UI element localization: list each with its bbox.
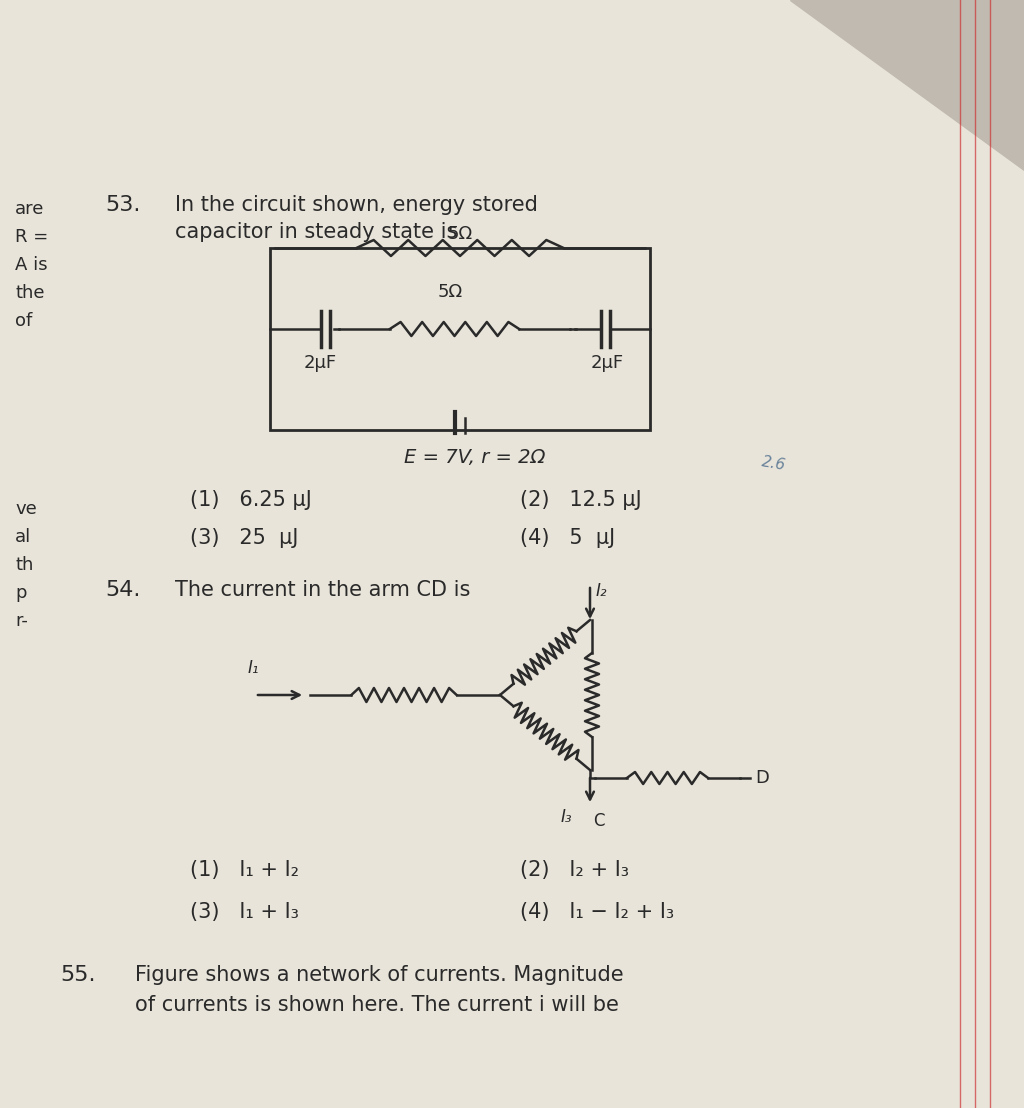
Text: Figure shows a network of currents. Magnitude: Figure shows a network of currents. Magn… bbox=[135, 965, 624, 985]
Text: (1)   I₁ + I₂: (1) I₁ + I₂ bbox=[190, 860, 299, 880]
Text: ve: ve bbox=[15, 500, 37, 519]
Text: I₃: I₃ bbox=[560, 808, 572, 825]
Text: 5Ω: 5Ω bbox=[437, 283, 463, 301]
Text: A is: A is bbox=[15, 256, 48, 274]
Text: are: are bbox=[15, 201, 44, 218]
Text: The current in the arm CD is: The current in the arm CD is bbox=[175, 579, 470, 601]
Text: of: of bbox=[15, 312, 32, 330]
Text: 55.: 55. bbox=[60, 965, 95, 985]
Text: 2μF: 2μF bbox=[591, 353, 624, 372]
Bar bbox=[270, 248, 650, 430]
Text: 5Ω: 5Ω bbox=[447, 225, 472, 243]
Text: th: th bbox=[15, 556, 34, 574]
Text: I₁: I₁ bbox=[247, 659, 259, 677]
Text: of currents is shown here. The current i will be: of currents is shown here. The current i… bbox=[135, 995, 618, 1015]
Text: p: p bbox=[15, 584, 27, 602]
Text: D: D bbox=[755, 769, 769, 787]
Text: C: C bbox=[593, 812, 604, 830]
Text: the: the bbox=[15, 284, 44, 302]
Text: I₂: I₂ bbox=[596, 582, 607, 601]
Text: 2.6: 2.6 bbox=[760, 454, 786, 473]
Text: (2)   I₂ + I₃: (2) I₂ + I₃ bbox=[520, 860, 629, 880]
Text: 2μF: 2μF bbox=[303, 353, 337, 372]
Text: (2)   12.5 μJ: (2) 12.5 μJ bbox=[520, 490, 642, 510]
Text: (1)   6.25 μJ: (1) 6.25 μJ bbox=[190, 490, 311, 510]
Text: r-: r- bbox=[15, 612, 28, 630]
Text: (3)   I₁ + I₃: (3) I₁ + I₃ bbox=[190, 902, 299, 922]
Text: (4)   I₁ − I₂ + I₃: (4) I₁ − I₂ + I₃ bbox=[520, 902, 674, 922]
Text: al: al bbox=[15, 529, 32, 546]
Text: In the circuit shown, energy stored: In the circuit shown, energy stored bbox=[175, 195, 538, 215]
Text: 53.: 53. bbox=[105, 195, 140, 215]
Text: E = 7V, r = 2Ω: E = 7V, r = 2Ω bbox=[404, 448, 546, 466]
Text: R =: R = bbox=[15, 228, 48, 246]
Text: 54.: 54. bbox=[105, 579, 140, 601]
Polygon shape bbox=[790, 0, 1024, 170]
Text: (4)   5  μJ: (4) 5 μJ bbox=[520, 529, 615, 548]
Text: (3)   25  μJ: (3) 25 μJ bbox=[190, 529, 298, 548]
Text: capacitor in steady state is: capacitor in steady state is bbox=[175, 222, 458, 242]
